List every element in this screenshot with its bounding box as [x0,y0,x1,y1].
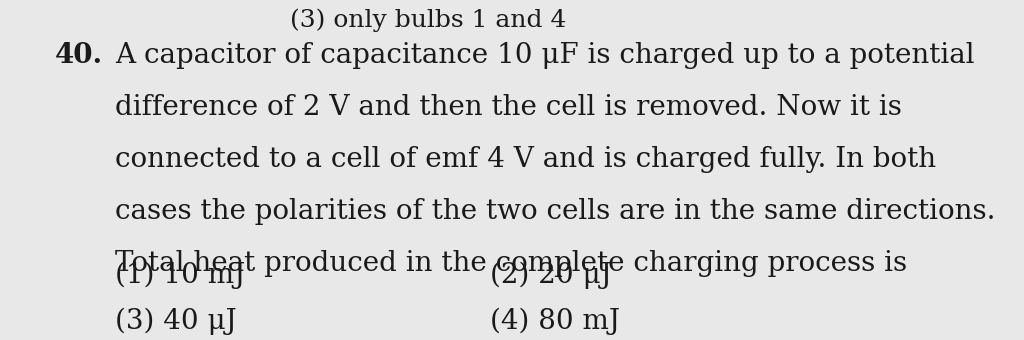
Text: cases the polarities of the two cells are in the same directions.: cases the polarities of the two cells ar… [115,198,995,225]
Text: (3) only bulbs 1 and 4: (3) only bulbs 1 and 4 [290,8,566,32]
Text: 40.: 40. [55,42,103,69]
Text: (3) 40 μJ: (3) 40 μJ [115,308,237,335]
Text: (2) 20 μJ: (2) 20 μJ [490,262,611,289]
Text: difference of 2 V and then the cell is removed. Now it is: difference of 2 V and then the cell is r… [115,94,902,121]
Text: Total heat produced in the complete charging process is: Total heat produced in the complete char… [115,250,907,277]
Text: (4) 80 mJ: (4) 80 mJ [490,308,620,335]
Text: connected to a cell of emf 4 V and is charged fully. In both: connected to a cell of emf 4 V and is ch… [115,146,936,173]
Text: (1) 10 mJ: (1) 10 mJ [115,262,246,289]
Text: A capacitor of capacitance 10 μF is charged up to a potential: A capacitor of capacitance 10 μF is char… [115,42,975,69]
